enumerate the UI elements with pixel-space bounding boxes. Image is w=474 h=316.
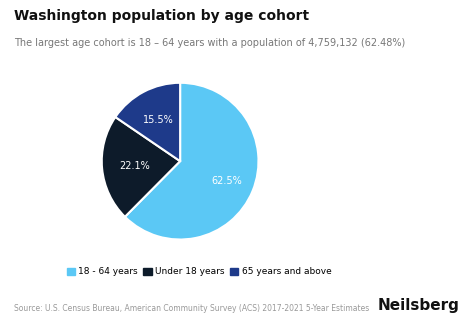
Text: 62.5%: 62.5% bbox=[212, 176, 243, 185]
Wedge shape bbox=[102, 117, 180, 217]
Legend: 18 - 64 years, Under 18 years, 65 years and above: 18 - 64 years, Under 18 years, 65 years … bbox=[63, 264, 335, 280]
Text: Washington population by age cohort: Washington population by age cohort bbox=[14, 9, 310, 23]
Wedge shape bbox=[125, 83, 258, 240]
Text: Source: U.S. Census Bureau, American Community Survey (ACS) 2017-2021 5-Year Est: Source: U.S. Census Bureau, American Com… bbox=[14, 304, 369, 313]
Text: 15.5%: 15.5% bbox=[143, 115, 173, 125]
Wedge shape bbox=[115, 83, 180, 161]
Text: 22.1%: 22.1% bbox=[119, 161, 150, 171]
Text: Neilsberg: Neilsberg bbox=[378, 298, 460, 313]
Text: The largest age cohort is 18 – 64 years with a population of 4,759,132 (62.48%): The largest age cohort is 18 – 64 years … bbox=[14, 38, 405, 48]
